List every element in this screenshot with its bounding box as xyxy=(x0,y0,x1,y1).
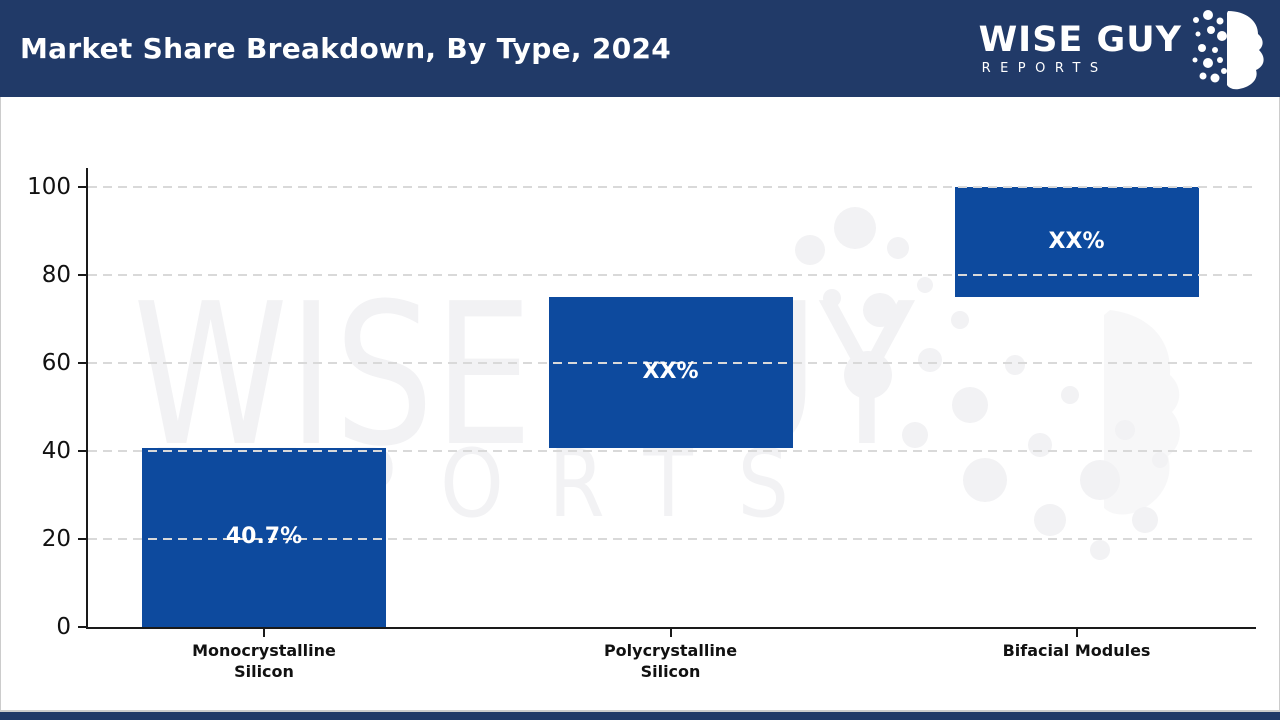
logo-reports: REPORTS xyxy=(981,60,1108,76)
x-tick-mark xyxy=(263,629,265,637)
y-tick-label: 0 xyxy=(56,614,71,640)
y-axis-line xyxy=(86,168,88,629)
y-tick-mark xyxy=(78,450,88,452)
bar-segment xyxy=(954,187,1199,297)
y-tick-mark xyxy=(78,186,88,188)
y-tick-mark xyxy=(78,626,88,628)
bar-value-label: XX% xyxy=(642,359,699,385)
watermark-dots-face xyxy=(795,207,1180,560)
x-category-label: Monocrystalline Silicon xyxy=(192,641,336,681)
gridline xyxy=(88,538,1256,540)
y-tick-mark xyxy=(78,274,88,276)
y-tick-label: 80 xyxy=(41,262,71,288)
header-bar: Market Share Breakdown, By Type, 2024 WI… xyxy=(0,0,1280,97)
bar-segment xyxy=(142,447,386,627)
frame-bottom xyxy=(0,710,1280,712)
bar-value-label: 40.7% xyxy=(225,524,303,550)
page-title: Market Share Breakdown, By Type, 2024 xyxy=(20,32,672,65)
gridline xyxy=(88,274,1256,276)
y-tick-label: 60 xyxy=(41,350,71,376)
logo-text: WISE GUY REPORTS xyxy=(979,22,1182,76)
y-tick-label: 40 xyxy=(41,438,71,464)
y-tick-mark xyxy=(78,362,88,364)
frame-left xyxy=(0,97,1,710)
gridline xyxy=(88,362,1256,364)
footer-bar xyxy=(0,712,1280,720)
gridline xyxy=(88,186,1256,188)
wise-guy-reports-logo: WISE GUY REPORTS xyxy=(979,8,1266,90)
y-tick-label: 100 xyxy=(27,174,71,200)
x-category-label: Bifacial Modules xyxy=(1002,641,1151,660)
gridline xyxy=(88,450,1256,452)
y-tick-label: 20 xyxy=(41,526,71,552)
x-tick-mark xyxy=(669,629,672,637)
x-tick-mark xyxy=(1075,629,1078,637)
x-axis-line xyxy=(86,627,1256,629)
logo-wise-guy: WISE GUY xyxy=(978,19,1182,60)
bar-segment xyxy=(548,297,793,448)
y-tick-mark xyxy=(78,538,88,540)
logo-face-icon xyxy=(1192,9,1264,89)
x-category-label: Polycrystalline Silicon xyxy=(603,641,738,681)
bar-value-label: XX% xyxy=(1048,229,1105,254)
